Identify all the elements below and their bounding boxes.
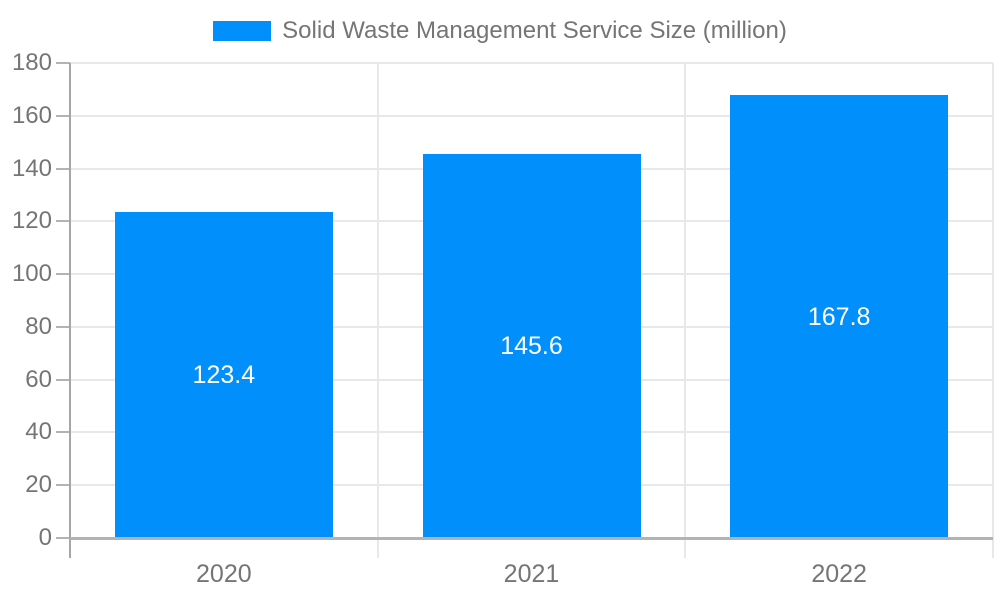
x-axis-label: 2021: [503, 560, 560, 588]
y-axis-tick: [56, 62, 70, 64]
y-axis-tick-label: 20: [25, 471, 52, 499]
y-axis-tick: [56, 431, 70, 434]
y-axis-tick: [56, 220, 70, 223]
y-axis-tick: [56, 273, 70, 276]
legend-label: Solid Waste Management Service Size (mil…: [282, 17, 787, 44]
y-axis-tick: [56, 114, 70, 117]
y-axis-tick-label: 180: [11, 49, 52, 76]
y-axis-tick-label: 140: [11, 154, 52, 182]
y-axis-line: [69, 63, 71, 558]
x-axis-label: 2022: [811, 560, 867, 588]
legend-swatch-icon: [213, 21, 272, 41]
y-axis-tick-label: 40: [25, 418, 52, 446]
x-axis-label: 2020: [196, 560, 252, 588]
bar-2020[interactable]: [114, 212, 333, 538]
x-axis-line: [70, 536, 993, 540]
x-gridline: [684, 63, 687, 558]
x-gridline: [376, 63, 379, 558]
y-axis-tick-label: 80: [25, 312, 52, 340]
x-gridline: [992, 63, 994, 558]
y-axis-tick-label: 100: [11, 260, 52, 288]
y-axis-tick-label: 160: [11, 101, 52, 129]
y-gridline: [70, 114, 993, 117]
legend-item[interactable]: Solid Waste Management Service Size (mil…: [213, 17, 787, 44]
y-axis-tick-label: 0: [38, 524, 52, 551]
bar-2022[interactable]: [730, 95, 949, 538]
y-axis-tick: [56, 484, 70, 487]
y-axis-tick: [56, 325, 70, 328]
y-axis-tick-label: 120: [11, 207, 52, 235]
y-gridline: [70, 62, 993, 64]
y-axis-tick: [56, 537, 70, 539]
y-axis-tick-label: 60: [25, 365, 52, 393]
y-axis-tick: [56, 378, 70, 381]
legend: Solid Waste Management Service Size (mil…: [0, 17, 1000, 44]
bar-2021[interactable]: [422, 153, 641, 538]
y-axis-tick: [56, 167, 70, 170]
